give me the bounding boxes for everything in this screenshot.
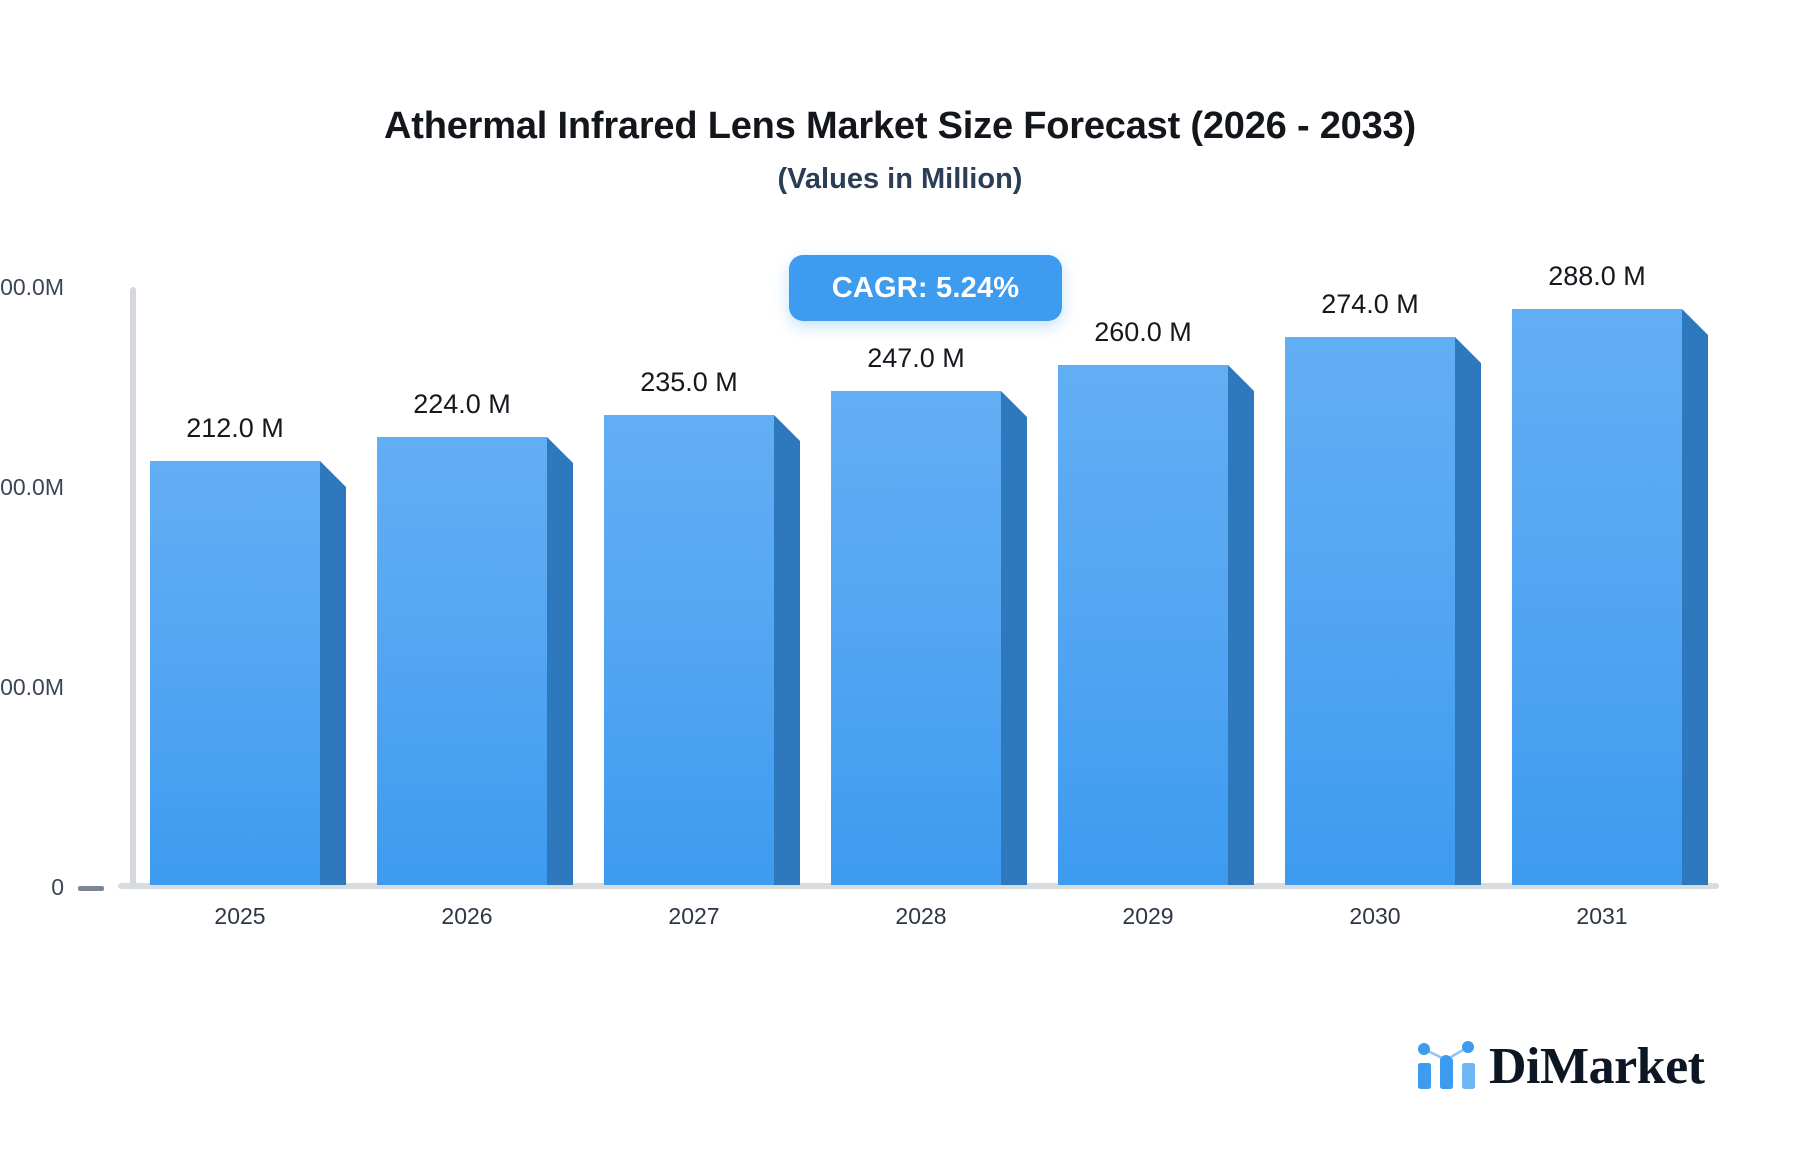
brand-logo: DiMarket: [1415, 1036, 1705, 1097]
bar-2025[interactable]: 212.0 M: [150, 413, 346, 885]
bar-2029[interactable]: 260.0 M: [1058, 317, 1254, 885]
x-tick-label-2028: 2028: [895, 903, 947, 929]
x-tick-label-2031: 2031: [1576, 903, 1628, 929]
bar-2030[interactable]: 274.0 M: [1285, 289, 1481, 885]
x-tick-label-2025: 2025: [214, 903, 266, 929]
bar-front-face: [1058, 365, 1228, 885]
bar-side-face: [547, 437, 573, 885]
bar-side-face: [1001, 391, 1027, 885]
bar-side-face: [320, 461, 346, 885]
y-axis-line: [130, 287, 136, 887]
y-tick-label-200: 200.0M: [0, 474, 64, 500]
x-tick-label-2027: 2027: [668, 903, 720, 929]
x-axis-line: [118, 883, 1719, 889]
bar-value-label: 288.0 M: [1548, 261, 1646, 291]
bar-chart-logo-icon: [1415, 1036, 1479, 1097]
bar-front-face: [150, 461, 320, 885]
bar-value-label: 235.0 M: [640, 367, 738, 397]
bar-front-face: [604, 415, 774, 885]
cagr-badge: CAGR: 5.24%: [789, 255, 1062, 321]
bar-front-face: [1512, 309, 1682, 885]
y-tick-label-0: 0: [51, 874, 64, 900]
bar-front-face: [1285, 337, 1455, 885]
bar-value-label: 224.0 M: [413, 389, 511, 419]
bar-side-face: [774, 415, 800, 885]
chart-subtitle: (Values in Million): [777, 162, 1023, 195]
bar-front-face: [831, 391, 1001, 885]
y-tick-label-100: 100.0M: [0, 674, 64, 700]
bar-side-face: [1682, 309, 1708, 885]
bar-value-label: 274.0 M: [1321, 289, 1419, 319]
x-tick-label-2030: 2030: [1349, 903, 1401, 929]
chart-header: Athermal Infrared Lens Market Size Forec…: [0, 105, 1800, 196]
bar-side-face: [1228, 365, 1254, 885]
bar-side-face: [1455, 337, 1481, 885]
chart-title: Athermal Infrared Lens Market Size Forec…: [384, 105, 1416, 147]
bar-value-label: 212.0 M: [186, 413, 284, 443]
bar-front-face: [377, 437, 547, 885]
bar-value-label: 260.0 M: [1094, 317, 1192, 347]
x-tick-label-2029: 2029: [1122, 903, 1174, 929]
bar-2028[interactable]: 247.0 M: [831, 343, 1027, 885]
bar-2027[interactable]: 235.0 M: [604, 367, 800, 885]
x-tick-label-2026: 2026: [441, 903, 493, 929]
brand-logo-text: DiMarket: [1489, 1037, 1705, 1095]
y-tick-label-300: 300.0M: [0, 274, 64, 300]
y-tick-dash-0: [78, 886, 104, 891]
bar-value-label: 247.0 M: [867, 343, 965, 373]
bar-2026[interactable]: 224.0 M: [377, 389, 573, 885]
bar-2031[interactable]: 288.0 M: [1512, 261, 1708, 885]
